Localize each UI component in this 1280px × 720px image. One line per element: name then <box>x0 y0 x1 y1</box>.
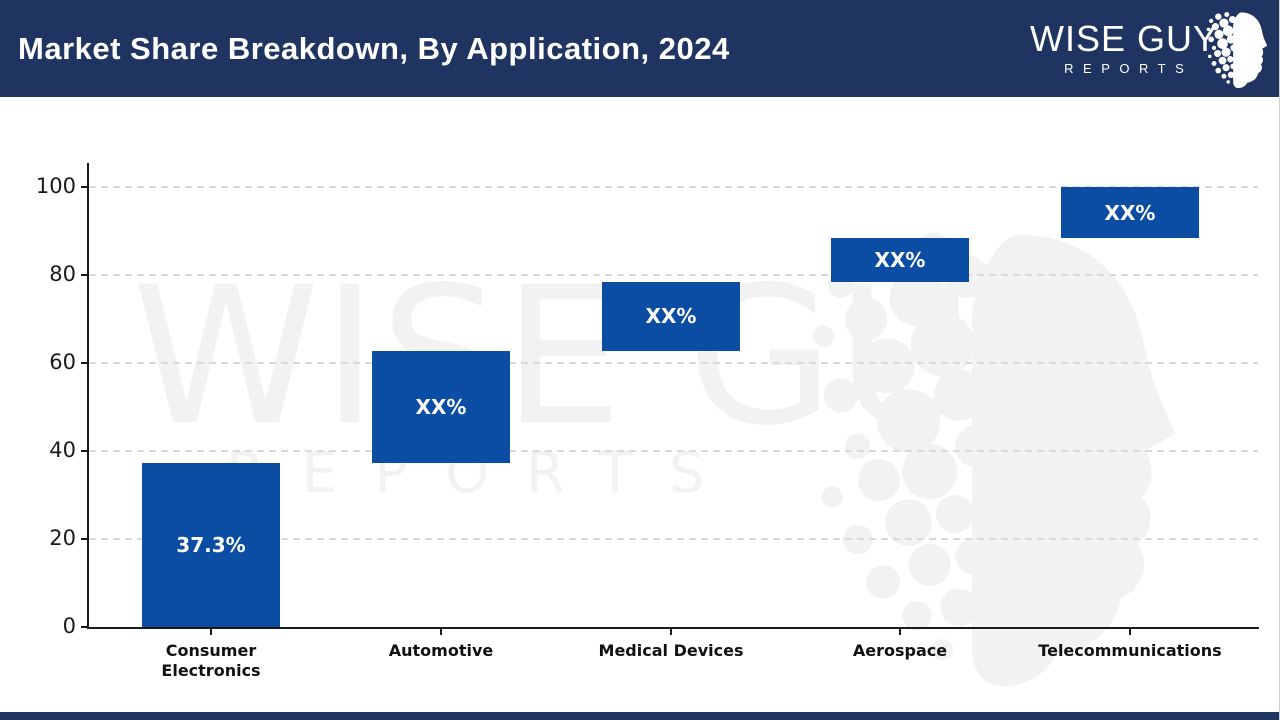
wise-guy-reports-logo: WISE GUY REPORTS <box>1030 9 1268 89</box>
y-axis-line <box>87 163 89 628</box>
bar-automotive: XX% <box>372 351 510 463</box>
bar-label-consumer-electronics: 37.3% <box>176 532 246 557</box>
x-tick-aerospace <box>899 629 901 635</box>
x-label-line: Electronics <box>161 661 261 680</box>
x-label-line: Automotive <box>388 641 494 660</box>
bar-label-telecommunications: XX% <box>1104 200 1156 225</box>
bar-label-automotive: XX% <box>415 394 467 419</box>
page-title: Market Share Breakdown, By Application, … <box>18 30 730 66</box>
x-tick-consumer-electronics <box>210 629 212 635</box>
x-label-aerospace: Aerospace <box>785 641 1015 661</box>
bar-label-aerospace: XX% <box>874 248 926 273</box>
x-axis-line <box>87 627 1259 629</box>
x-label-line: Aerospace <box>852 641 948 660</box>
y-tick-label-100: 100 <box>35 174 76 198</box>
x-label-automotive: Automotive <box>326 641 556 661</box>
x-label-consumer-electronics: Consumer Electronics <box>96 641 326 681</box>
bar-consumer-electronics: 37.3% <box>142 462 280 627</box>
logo-subtitle: REPORTS <box>1064 61 1194 76</box>
y-tick-20 <box>81 538 88 540</box>
y-tick-0 <box>81 626 88 628</box>
gridline-40 <box>89 450 1258 452</box>
y-tick-40 <box>81 450 88 452</box>
bar-aerospace: XX% <box>831 238 969 282</box>
x-label-medical-devices: Medical Devices <box>556 641 786 661</box>
gridline-20 <box>89 538 1258 540</box>
y-tick-80 <box>81 274 88 276</box>
y-tick-60 <box>81 362 88 364</box>
gridline-100 <box>89 186 1258 188</box>
y-tick-label-40: 40 <box>49 438 76 462</box>
y-tick-100 <box>81 186 88 188</box>
logo-text: WISE GUY REPORTS <box>1029 18 1218 77</box>
x-label-line: Telecommunications <box>1038 641 1222 660</box>
bar-label-medical-devices: XX% <box>645 304 697 329</box>
header-bar: Market Share Breakdown, By Application, … <box>0 0 1280 97</box>
gridline-60 <box>89 362 1258 364</box>
y-tick-label-20: 20 <box>49 526 76 550</box>
x-tick-automotive <box>440 629 442 635</box>
x-label-telecommunications: Telecommunications <box>1015 641 1245 661</box>
dotted-face-icon <box>1206 11 1268 88</box>
bar-telecommunications: XX% <box>1061 187 1199 239</box>
logo-wordmark: WISE GUY <box>1029 18 1218 59</box>
gridline-80 <box>89 274 1258 276</box>
bar-medical-devices: XX% <box>602 281 740 352</box>
x-tick-telecommunications <box>1129 629 1131 635</box>
watermark-face-icon <box>813 232 1176 687</box>
y-tick-label-0: 0 <box>62 614 76 638</box>
x-tick-medical-devices <box>670 629 672 635</box>
y-tick-label-80: 80 <box>49 262 76 286</box>
x-label-line: Medical Devices <box>598 641 744 660</box>
footer-bar <box>0 712 1280 720</box>
x-label-line: Consumer <box>165 641 257 660</box>
y-tick-label-60: 60 <box>49 350 76 374</box>
